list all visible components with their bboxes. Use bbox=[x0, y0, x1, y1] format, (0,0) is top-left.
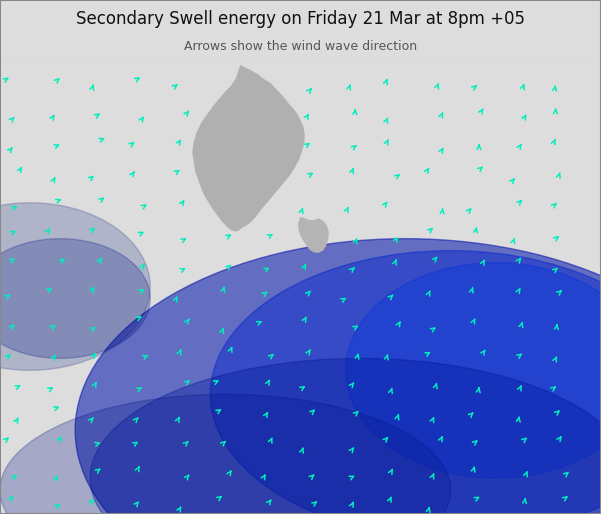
Ellipse shape bbox=[0, 394, 451, 514]
Ellipse shape bbox=[75, 238, 601, 514]
Ellipse shape bbox=[210, 251, 601, 514]
Polygon shape bbox=[192, 65, 305, 231]
Polygon shape bbox=[192, 65, 305, 231]
Ellipse shape bbox=[346, 263, 601, 478]
Text: Arrows show the wind wave direction: Arrows show the wind wave direction bbox=[184, 40, 417, 52]
Text: Secondary Swell energy on Friday 21 Mar at 8pm +05: Secondary Swell energy on Friday 21 Mar … bbox=[76, 10, 525, 28]
Polygon shape bbox=[298, 217, 329, 253]
Ellipse shape bbox=[90, 358, 601, 514]
Ellipse shape bbox=[0, 203, 150, 371]
Polygon shape bbox=[298, 217, 329, 253]
Ellipse shape bbox=[0, 238, 150, 358]
